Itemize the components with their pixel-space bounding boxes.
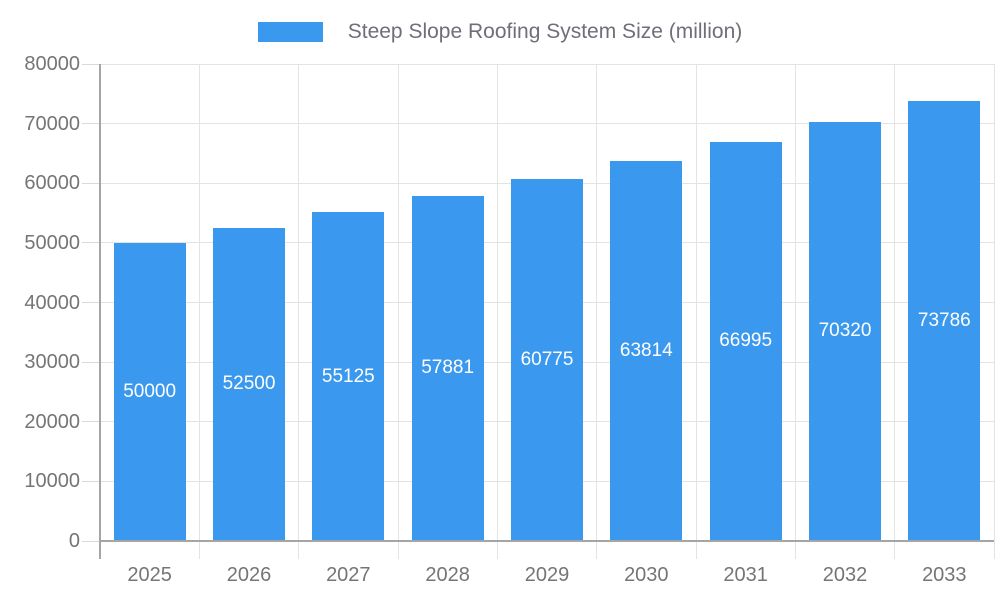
y-axis-line [99,64,101,559]
bar-value-label: 55125 [321,365,375,387]
legend-swatch-icon [257,22,323,42]
bar-value-label: 57881 [421,357,475,379]
y-axis-tick-label: 0 [68,530,80,552]
bar-2032[interactable] [809,121,881,540]
y-axis-tick-label: 40000 [24,291,80,314]
legend-label: Steep Slope Roofing System Size (million… [347,20,743,43]
x-gridline [596,64,598,559]
bar-value-label: 50000 [123,380,177,402]
bar-value-label: 60775 [520,348,574,370]
bar-2027[interactable] [312,212,385,540]
y-axis-tick [82,182,100,184]
bar-2030[interactable] [610,160,683,540]
x-gridline [198,64,200,559]
bar-value-label: 63814 [619,339,673,361]
bar-value-label: 70320 [818,320,872,342]
bar-2033[interactable] [908,101,981,540]
x-axis-tick-label: 2025 [127,564,172,586]
bar-2029[interactable] [511,178,583,540]
y-axis-tick [82,242,100,244]
y-axis-tick-label: 70000 [24,112,80,135]
y-axis-tick [82,361,100,363]
x-gridline [794,64,796,559]
x-axis-line [100,540,994,542]
x-axis-tick-label: 2032 [822,564,868,586]
x-axis-tick-label: 2029 [524,564,570,586]
bar-2026[interactable] [213,227,285,540]
bar-2025[interactable] [113,242,186,540]
y-gridline [100,123,994,125]
y-axis-tick-label: 50000 [24,231,80,254]
y-axis-tick-label: 60000 [24,172,80,195]
bar-value-label: 73786 [917,310,971,332]
x-axis-tick-label: 2028 [425,564,470,586]
y-axis-tick [82,421,100,423]
x-gridline [894,64,896,559]
x-gridline [993,64,995,559]
x-axis-tick-label: 2033 [922,564,967,586]
y-axis-tick-label: 80000 [24,53,80,75]
x-axis-tick-label: 2026 [226,564,272,586]
y-axis-tick [82,302,100,303]
x-gridline [298,64,300,559]
bar-value-label: 52500 [222,373,276,395]
x-gridline [695,64,697,559]
y-axis-tick-label: 20000 [24,410,80,433]
y-axis-tick [82,63,100,65]
legend: Steep Slope Roofing System Size (million… [0,20,1000,44]
y-axis-tick [82,480,100,482]
y-axis-tick-label: 10000 [24,470,80,493]
y-axis-tick [82,540,100,542]
y-gridline [100,63,994,65]
x-axis-tick-label: 2030 [624,564,669,586]
y-axis-tick [82,123,100,125]
x-axis-tick-label: 2027 [326,564,371,586]
x-gridline [496,64,498,559]
bar-value-label: 66995 [719,330,773,352]
legend-item[interactable]: Steep Slope Roofing System Size (million… [257,20,743,44]
x-gridline [397,64,399,559]
y-axis-tick-label: 30000 [24,351,80,374]
x-axis-tick-label: 2031 [723,564,768,586]
bar-2028[interactable] [411,195,484,540]
bar-2031[interactable] [709,141,782,540]
